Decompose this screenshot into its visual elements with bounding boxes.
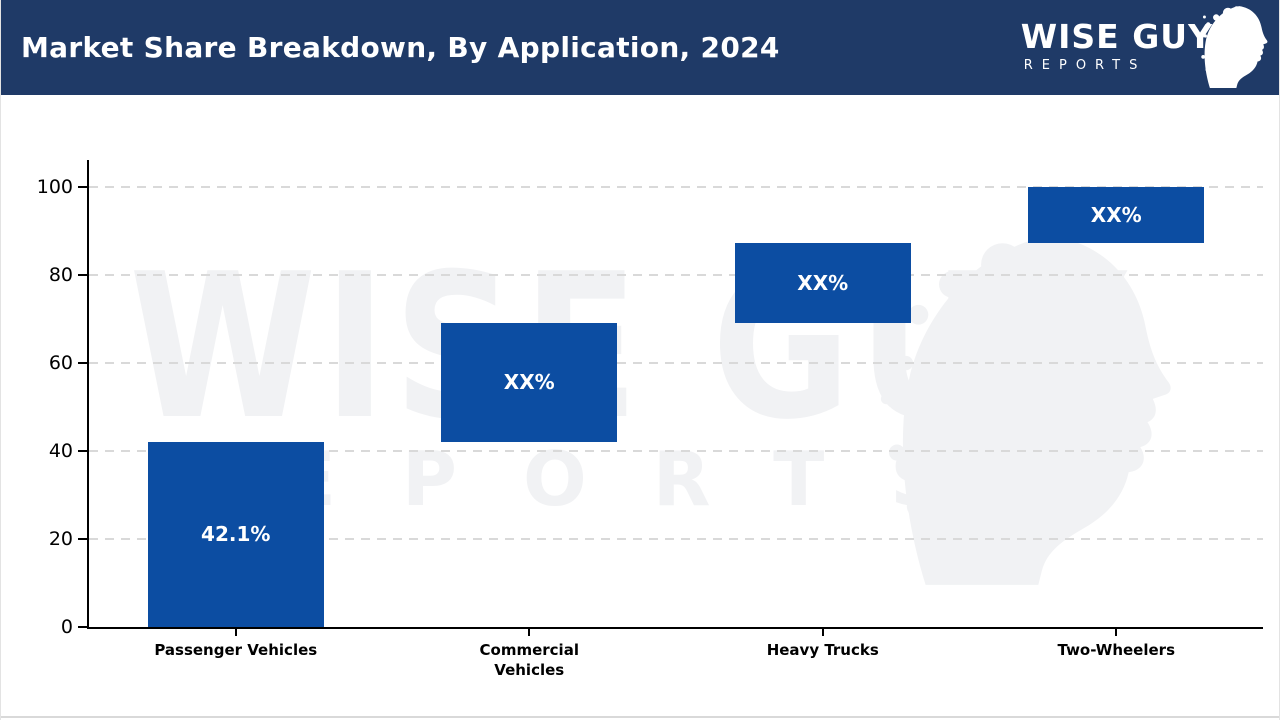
brand-logo: WISE GUY REPORTS [1021,4,1271,88]
y-tick-label-40: 40 [48,440,73,462]
y-tick-label-0: 0 [60,616,73,638]
x-category-label: Commercial Vehicles [479,641,579,679]
y-tick-80 [78,274,87,276]
bar-value-label: XX% [1090,203,1142,228]
brand-name: WISE GUY [1020,17,1213,57]
y-tick-20 [78,538,87,540]
gridline-80 [89,274,1263,276]
bar-segment [734,243,911,323]
bottom-border [1,716,1279,718]
chart-title: Market Share Breakdown, By Application, … [21,31,780,64]
x-tick [234,629,237,636]
y-tick-60 [78,362,87,364]
bar-value-label: XX% [797,270,849,295]
gridline-20 [89,538,1263,540]
bar-value-label: XX% [503,370,555,395]
x-axis-line [87,627,1263,629]
gridline-100 [89,186,1263,188]
y-tick-100 [78,186,87,188]
brand-logo-text: WISE GUY REPORTS [1020,17,1213,73]
y-tick-40 [78,450,87,452]
y-tick-label-20: 20 [48,528,73,550]
x-tick [528,629,531,636]
header-bar: Market Share Breakdown, By Application, … [1,0,1279,95]
y-tick-label-100: 100 [36,176,73,198]
x-tick [1115,629,1118,636]
x-category-label: Two-Wheelers [1057,641,1175,659]
x-tick [821,629,824,636]
x-category-label: Heavy Trucks [766,641,879,659]
y-tick-label-60: 60 [48,352,73,374]
brand-subtitle: REPORTS [1023,57,1147,73]
bar-segment [147,441,324,627]
x-category-label: Passenger Vehicles [154,641,318,659]
y-axis-line [87,160,89,629]
y-tick-label-80: 80 [48,264,73,286]
gridline-40 [89,450,1263,452]
bar-segment [441,322,618,442]
y-tick-0 [78,626,87,628]
gridline-60 [89,362,1263,364]
bar-value-label: 42.1% [201,522,271,547]
bar-segment [1028,187,1205,244]
dotted-head-icon [1199,6,1268,88]
